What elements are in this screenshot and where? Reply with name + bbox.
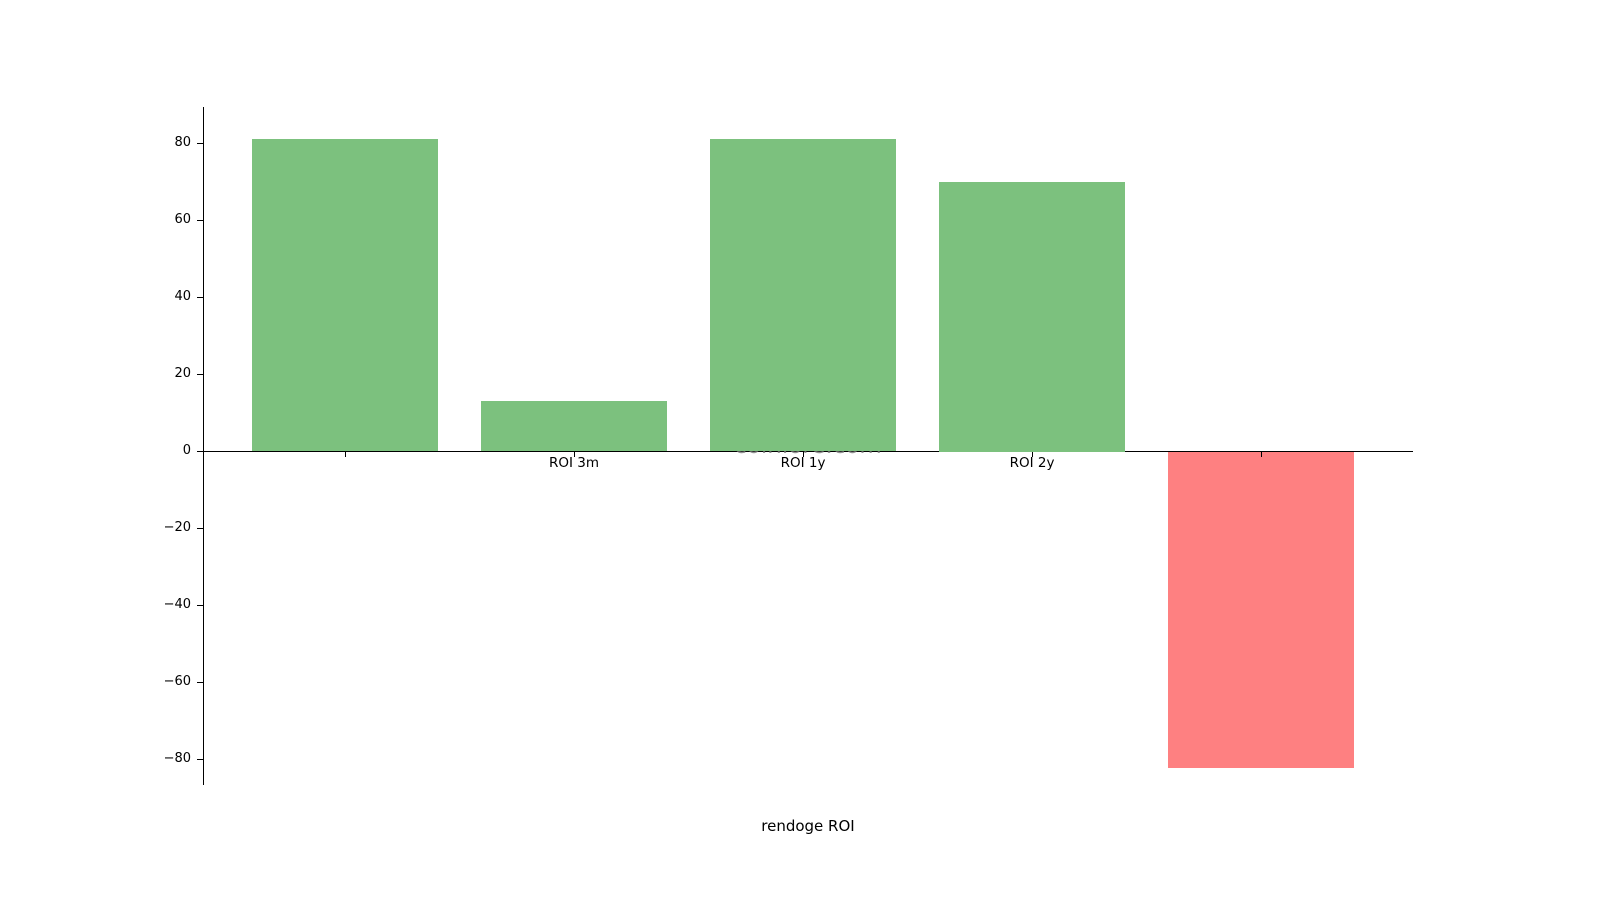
y-axis-tick-label: 20 [174,366,191,381]
bar-roi-3m [481,401,667,451]
y-axis-tick-label: 40 [174,289,191,304]
x-axis-tick [1032,452,1033,457]
bar-bar-4 [1168,452,1354,768]
x-axis-zero-line [203,451,1413,452]
y-axis-tick [197,220,203,221]
y-axis-tick-label: −40 [163,597,191,612]
x-axis-tick-label: ROI 2y [1009,455,1055,471]
y-axis-tick-label: −20 [163,520,191,535]
y-axis-tick [197,605,203,606]
x-axis-tick-label: ROI 1y [780,455,826,471]
y-axis-tick [197,297,203,298]
x-axis-tick [1261,452,1262,457]
bar-bar-0 [252,139,438,451]
y-axis-tick [197,451,203,452]
y-axis-tick [197,374,203,375]
y-axis-tick-label: −60 [163,674,191,689]
y-axis-tick-label: −80 [163,751,191,766]
y-axis-tick-label: 80 [174,135,191,150]
bar-roi-1y [710,139,896,451]
chart-title: rendoge ROI [761,817,855,835]
bar-roi-2y [939,182,1125,452]
x-axis-tick-label: ROI 3m [548,455,600,471]
y-axis-tick-label: 0 [182,443,191,458]
y-axis-tick [197,528,203,529]
x-axis-tick [803,452,804,457]
y-axis-tick-label: 60 [174,212,191,227]
y-axis-tick [197,143,203,144]
y-axis-tick [197,759,203,760]
x-axis-tick [345,452,346,457]
x-axis-tick [574,452,575,457]
y-axis-tick [197,682,203,683]
y-axis-line [203,107,204,785]
